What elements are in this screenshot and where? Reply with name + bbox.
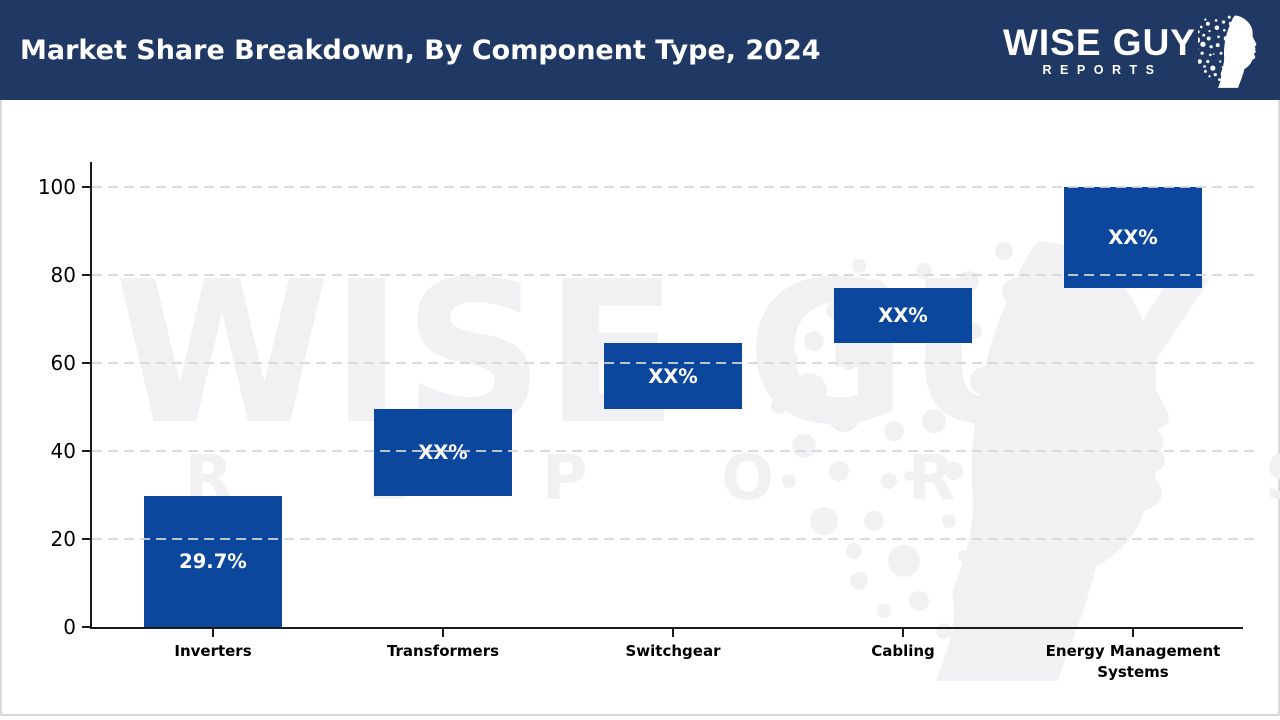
x-axis-line: [90, 627, 1243, 629]
y-axis-line: [90, 162, 92, 629]
gridline: [92, 538, 1256, 540]
gridline: [92, 186, 1256, 188]
y-axis-tick: [82, 626, 90, 628]
x-axis-category-label: Transformers: [386, 642, 500, 660]
bar-value-label: XX%: [878, 304, 928, 328]
x-axis-tick: [902, 629, 904, 637]
x-axis-tick: [1132, 629, 1134, 637]
x-axis-tick: [672, 629, 674, 637]
y-axis-tick: [82, 538, 90, 540]
logo: WISE GUY REPORTS: [1003, 2, 1272, 98]
y-axis-tick-label: 20: [50, 527, 76, 551]
gridline: [92, 450, 1256, 452]
waterfall-bar: XX%: [834, 288, 972, 344]
waterfall-bar: 29.7%: [144, 496, 282, 627]
bar-value-label: XX%: [648, 364, 698, 388]
logo-wordmark-line2: REPORTS: [1042, 62, 1163, 77]
x-axis-category-label: Energy Management Systems: [1045, 642, 1221, 681]
logo-wordmark-line1: WISE GUY: [1002, 21, 1196, 63]
y-axis-tick-label: 80: [50, 263, 76, 287]
waterfall-bar: XX%: [1064, 187, 1202, 289]
waterfall-bar: XX%: [374, 409, 512, 497]
y-axis-tick-label: 40: [50, 439, 76, 463]
gridline: [92, 362, 1256, 364]
header-bar: Market Share Breakdown, By Component Typ…: [0, 0, 1280, 100]
bar-value-label: XX%: [418, 441, 468, 465]
y-axis-tick: [82, 362, 90, 364]
page-title: Market Share Breakdown, By Component Typ…: [20, 34, 821, 66]
y-axis-tick-label: 60: [50, 351, 76, 375]
waterfall-bar: XX%: [604, 343, 742, 410]
y-axis-tick-label: 0: [63, 615, 76, 639]
logo-face-icon: [1198, 15, 1257, 88]
x-axis-tick: [212, 629, 214, 637]
watermark-face-icon: [770, 241, 1169, 681]
y-axis-tick: [82, 450, 90, 452]
x-axis-category-label: Cabling: [871, 642, 935, 660]
x-axis-category-label: Switchgear: [625, 642, 721, 660]
logo-wordmark: WISE GUY REPORTS: [1003, 24, 1196, 77]
bar-value-label: XX%: [1108, 226, 1158, 250]
y-axis-tick: [82, 186, 90, 188]
y-axis-tick-label: 100: [37, 175, 76, 199]
y-axis-tick: [82, 274, 90, 276]
x-axis-category-label: Inverters: [174, 642, 252, 660]
x-axis-tick: [442, 629, 444, 637]
bar-value-label: 29.7%: [179, 550, 247, 574]
chart-area: WISE GUY R E P O R T S 0 20 40 60 80 100 29.7%…: [0, 100, 1280, 716]
gridline: [92, 274, 1256, 276]
